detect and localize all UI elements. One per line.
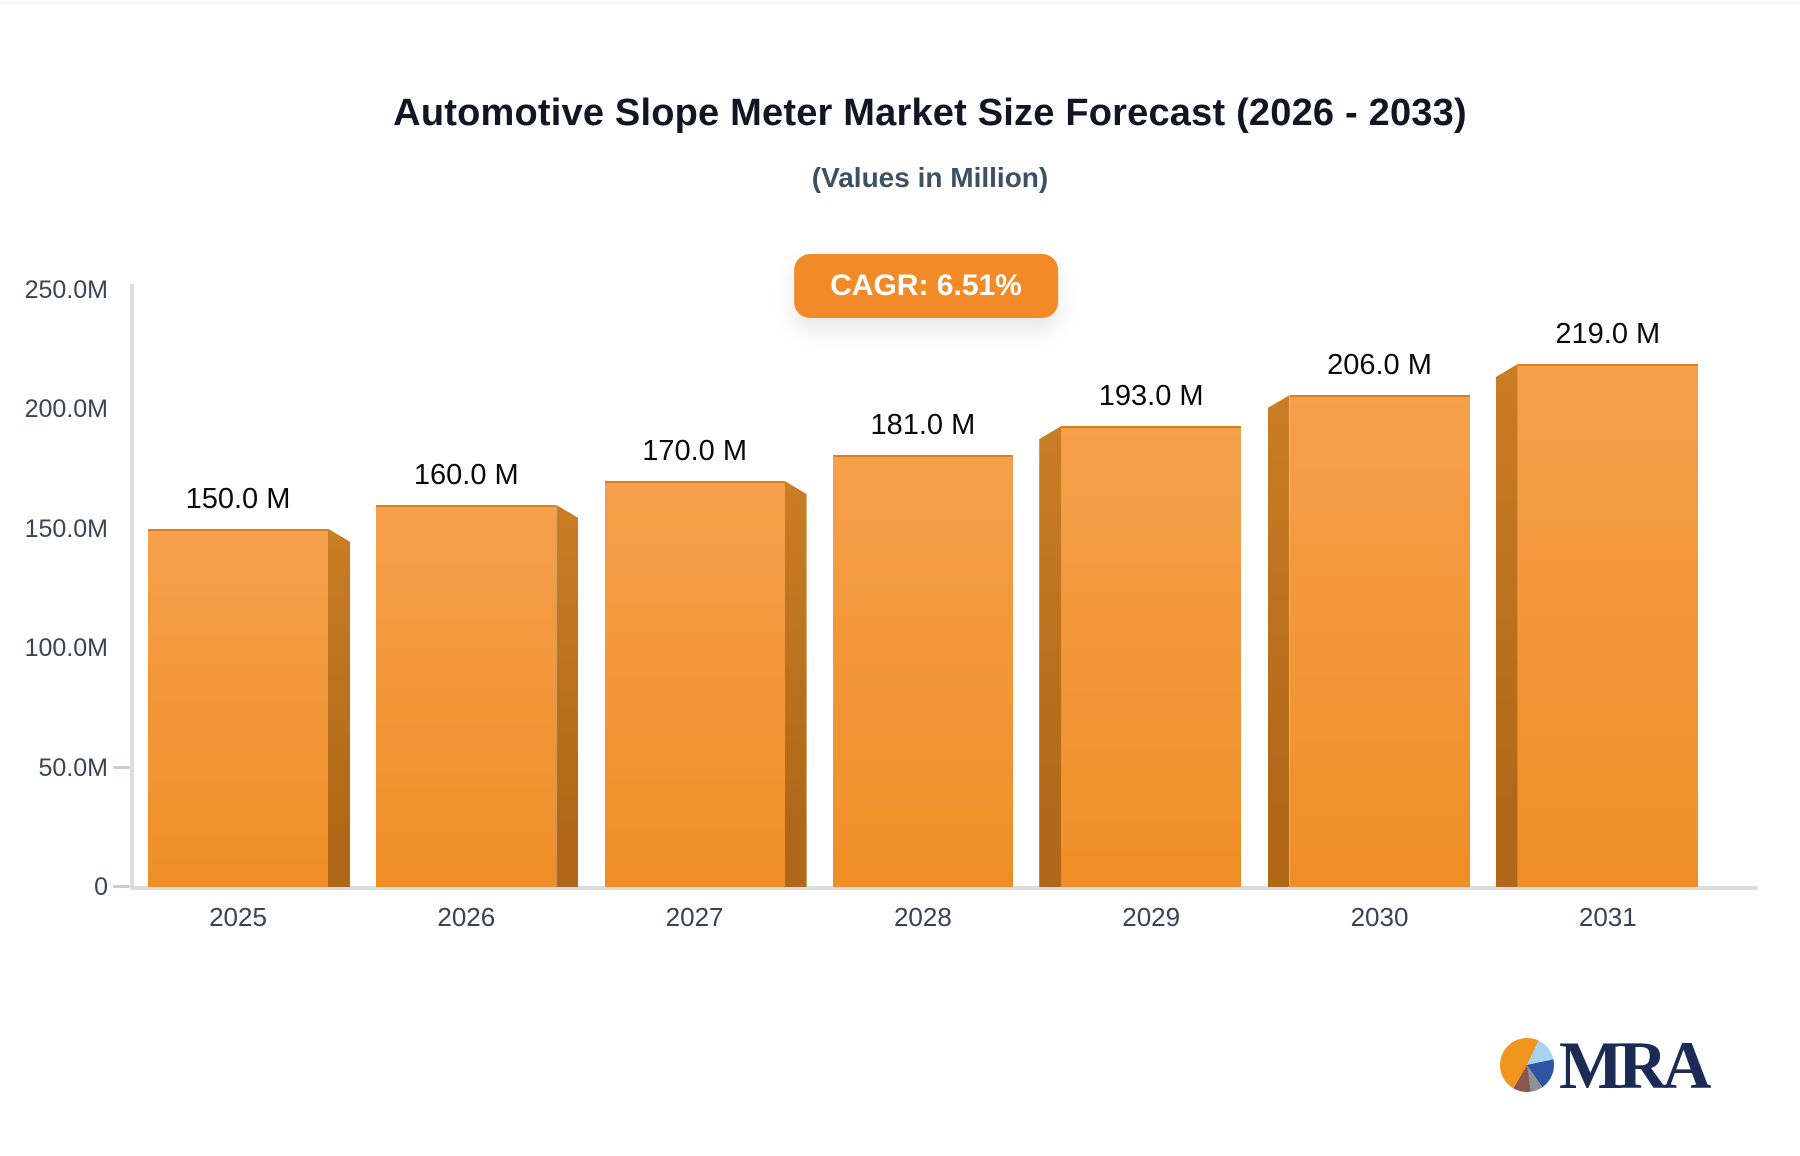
brand-logo-text: MRA [1559,1027,1711,1103]
chart-subtitle: (Values in Million) [811,162,1049,193]
bar-side-face [1039,426,1062,887]
brand-logo: MRA [1500,1027,1711,1103]
bar [1061,426,1242,887]
pie-chart-logo-icon [1500,1038,1554,1092]
bar-value-label: 150.0 M [185,482,291,515]
y-axis-line [130,284,134,890]
y-axis-label: 150.0M [24,514,108,543]
x-axis-label: 2027 [665,902,724,932]
y-axis-label: 50.0M [38,753,108,782]
chart-title: Automotive Slope Meter Market Size Forec… [393,92,1467,134]
y-axis-tick-dash [113,765,130,769]
x-axis-label: 2025 [209,902,267,932]
y-axis-label: 250.0M [24,276,108,304]
bar-value-label: 170.0 M [642,435,747,468]
bar-side-face [1495,364,1518,887]
x-axis-label: 2029 [1122,902,1181,932]
bar [832,454,1013,887]
bar [604,481,785,887]
bar-side-face [1267,395,1290,887]
bar-value-label: 193.0 M [1098,380,1204,413]
bar-side-face [556,504,579,887]
bar [1289,395,1470,887]
y-axis-label: 100.0M [24,634,108,663]
bar-value-label: 206.0 M [1327,349,1432,382]
y-axis-label: 200.0M [24,395,108,424]
bar-value-label: 219.0 M [1555,318,1661,351]
y-axis-label: 0 [94,873,108,901]
x-axis-label: 2026 [437,902,496,932]
y-axis-tick-dash [113,885,130,888]
bar-value-label: 160.0 M [413,458,519,491]
bar [1517,364,1698,887]
x-axis-line [130,886,1758,890]
x-axis-label: 2028 [893,902,952,932]
bar-side-face [328,528,350,887]
x-axis-label: 2030 [1350,902,1409,932]
top-strip [0,0,1800,5]
cagr-badge: CAGR: 6.51% [794,254,1058,318]
x-axis-label: 2031 [1578,902,1637,932]
bar [148,528,328,887]
bar-value-label: 181.0 M [870,408,976,441]
bar-side-face [784,481,807,887]
bar [376,504,557,887]
